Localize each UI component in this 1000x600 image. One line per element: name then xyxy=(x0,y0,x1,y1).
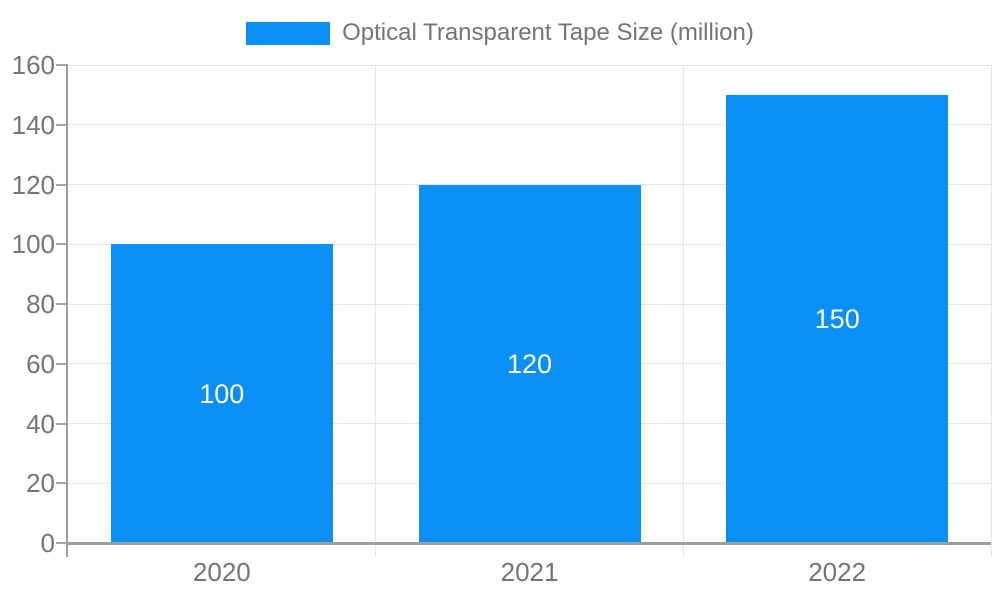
y-axis-tick xyxy=(56,64,68,66)
y-axis-label: 60 xyxy=(26,348,55,379)
y-axis-label: 80 xyxy=(26,289,55,319)
y-axis-label: 40 xyxy=(26,408,55,439)
y-axis-tick xyxy=(56,303,68,305)
y-axis-tick xyxy=(56,422,68,425)
bar-value-label: 120 xyxy=(506,348,553,379)
gridline xyxy=(68,124,991,126)
y-axis-label: 0 xyxy=(40,528,55,558)
y-axis-label: 20 xyxy=(26,468,55,499)
y-axis-label: 160 xyxy=(11,50,55,80)
bar-value-label: 150 xyxy=(814,303,860,334)
y-axis-tick xyxy=(56,542,68,544)
legend-label: Optical Transparent Tape Size (million) xyxy=(342,19,754,46)
y-axis-label: 120 xyxy=(11,169,55,200)
x-axis-line xyxy=(68,542,991,545)
y-axis-tick xyxy=(56,183,68,186)
y-axis-label: 140 xyxy=(11,109,55,140)
y-axis-tick xyxy=(56,123,68,126)
legend: Optical Transparent Tape Size (million) xyxy=(0,0,1000,46)
x-gridline xyxy=(990,65,992,557)
y-axis-line xyxy=(66,65,68,557)
x-gridline xyxy=(682,65,684,557)
y-axis-tick xyxy=(56,362,68,365)
x-axis-label: 2022 xyxy=(808,557,867,587)
bar-2020[interactable] xyxy=(110,244,333,544)
bar-2021[interactable] xyxy=(418,184,641,543)
y-axis-label: 100 xyxy=(11,229,55,260)
bar-2022[interactable] xyxy=(726,94,949,543)
x-axis-label: 2020 xyxy=(192,557,251,587)
x-gridline xyxy=(375,65,377,557)
x-axis-label: 2021 xyxy=(500,557,559,587)
legend-swatch xyxy=(246,21,331,45)
bar-value-label: 100 xyxy=(199,378,245,409)
y-axis-tick xyxy=(56,482,68,485)
gridline xyxy=(68,64,991,66)
y-axis-tick xyxy=(56,243,68,246)
